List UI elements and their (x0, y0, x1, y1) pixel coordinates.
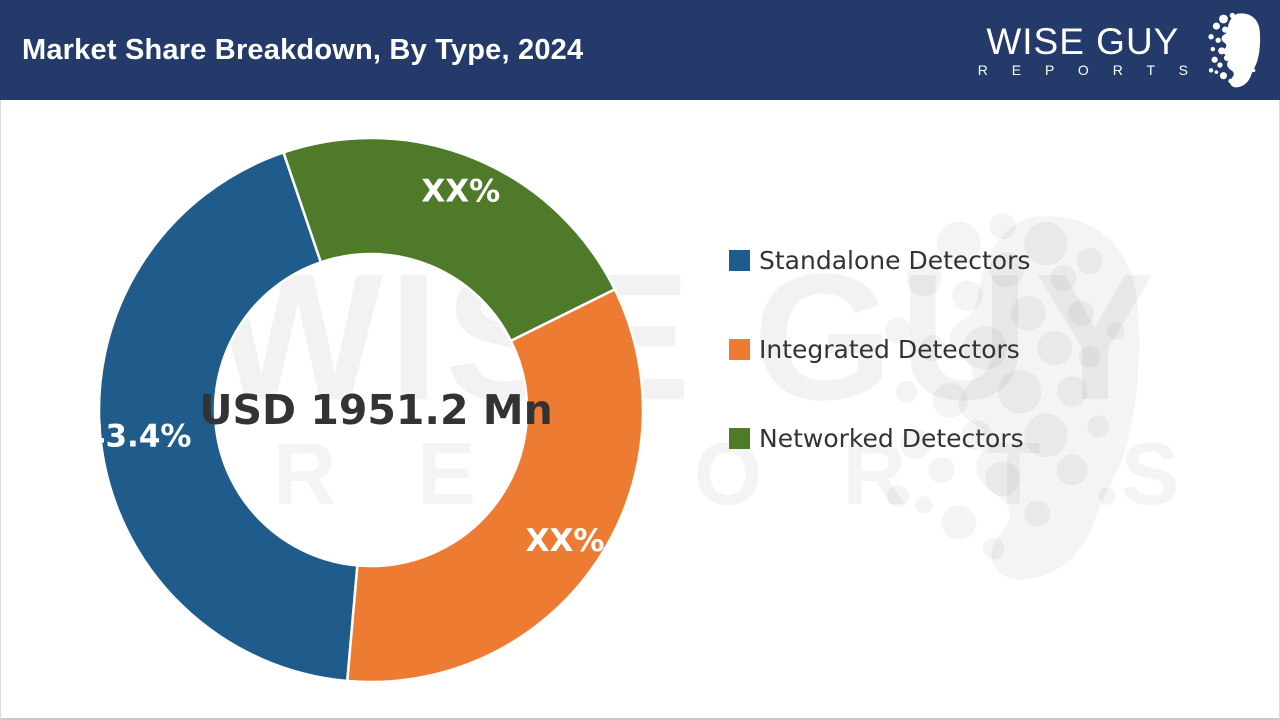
pie-segment-standalone-detectors (97, 151, 359, 683)
legend-label: Standalone Detectors (759, 246, 1031, 275)
logo-wordmark: WISE GUY (986, 21, 1180, 62)
legend-label: Networked Detectors (759, 424, 1024, 453)
legend-swatch (729, 339, 750, 360)
chart-canvas: WISE GUY R E P O R T S 43.4%XX%XX% USD 1… (0, 100, 1280, 720)
chart-legend: Standalone Detectors Integrated Detectors… (729, 246, 1030, 453)
legend-label: Integrated Detectors (759, 335, 1020, 364)
legend-item-standalone-detectors: Standalone Detectors (729, 246, 1030, 275)
pie-segment-networked-detectors (282, 136, 617, 343)
logo-subtitle: R E P O R T S (977, 62, 1198, 78)
slice-label-integrated-detectors: XX% (526, 523, 605, 559)
legend-item-networked-detectors: Networked Detectors (729, 424, 1030, 453)
legend-item-integrated-detectors: Integrated Detectors (729, 335, 1030, 364)
pie-segment-integrated-detectors (346, 288, 645, 684)
slice-label-networked-detectors: XX% (421, 173, 500, 209)
wise-guy-reports-logo: WISE GUY R E P O R T S (968, 10, 1266, 90)
header-bar: Market Share Breakdown, By Type, 2024 WI… (0, 0, 1280, 100)
legend-swatch (729, 250, 750, 271)
slice-label-standalone-detectors: 43.4% (84, 419, 192, 455)
page-title: Market Share Breakdown, By Type, 2024 (22, 33, 584, 66)
donut-chart: 43.4% XX% XX% (84, 136, 645, 684)
logo-text: WISE GUY R E P O R T S (968, 23, 1198, 77)
legend-swatch (729, 428, 750, 449)
chart-center-value: USD 1951.2 Mn (199, 386, 553, 434)
logo-face-icon (1204, 10, 1266, 90)
